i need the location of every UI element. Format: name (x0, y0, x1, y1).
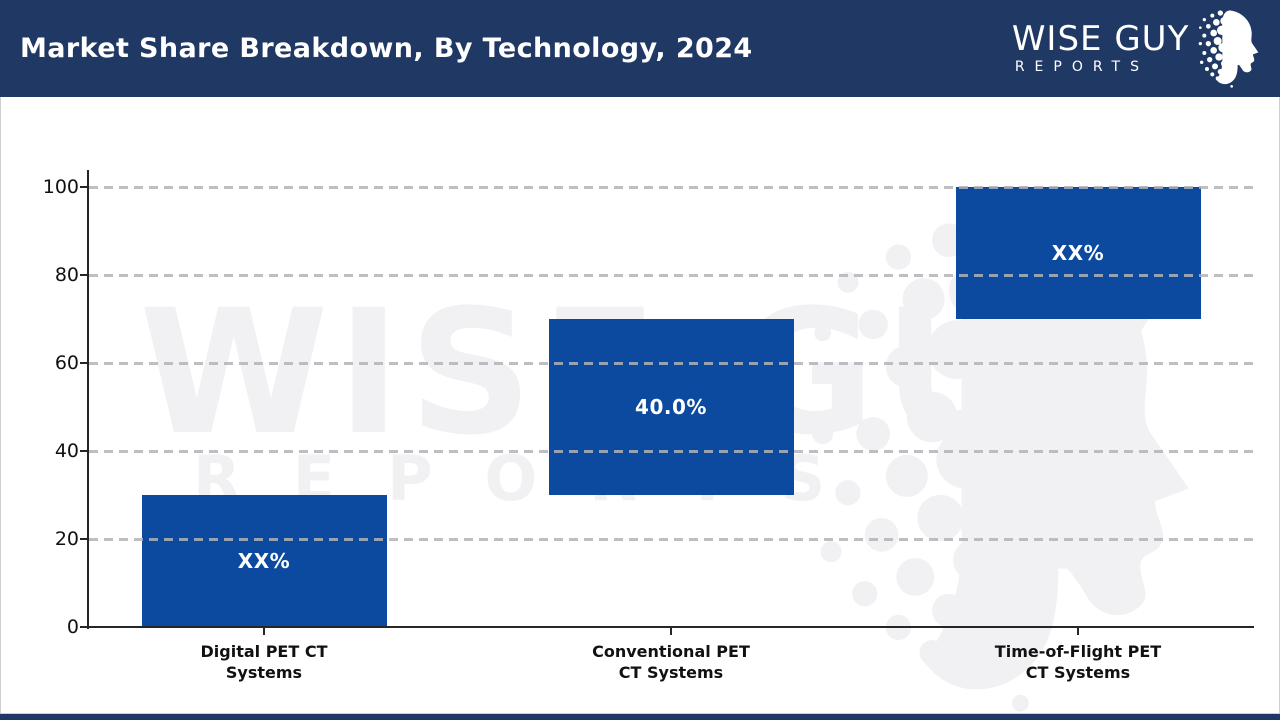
logo-wordmark-line2: REPORTS (1014, 59, 1149, 76)
gridline (89, 186, 1254, 189)
gridline (89, 538, 1254, 541)
y-axis-line (87, 170, 89, 629)
y-tick-label: 0 (66, 616, 79, 638)
bar-value-label: XX% (237, 549, 291, 573)
plot: XX% 40.0% XX% 0 20 40 60 80 100 Digital PET CT Sys… (1, 97, 1279, 713)
gridline (89, 362, 1254, 365)
category-label-line: Systems (225, 663, 303, 682)
y-tick-mark (80, 538, 88, 540)
y-tick-mark (80, 450, 88, 452)
y-tick-label: 60 (54, 352, 79, 374)
category-label-line: Digital PET CT (200, 642, 328, 661)
chart-title: Market Share Breakdown, By Technology, 2… (20, 33, 753, 64)
bar: 40.0% (548, 319, 794, 495)
category-label-line: Time-of-Flight PET (994, 642, 1162, 661)
header-bar: Market Share Breakdown, By Technology, 2… (0, 0, 1280, 97)
bar: XX% (955, 187, 1201, 319)
category-label-line: CT Systems (618, 663, 724, 682)
chart-area: WISE GUY REPORTS XX% 40.0% XX% 0 20 40 60 80 100… (0, 97, 1280, 714)
y-tick-mark (80, 186, 88, 188)
x-tick-mark (670, 628, 672, 635)
gridline (89, 274, 1254, 277)
y-tick-mark (80, 362, 88, 364)
category-label: Time-of-Flight PET CT Systems (928, 641, 1228, 683)
y-tick-label: 40 (54, 440, 79, 462)
wise-guy-reports-logo: WISE GUY REPORTS (1012, 9, 1266, 89)
bar-value-label: 40.0% (635, 395, 707, 419)
x-axis-line (87, 626, 1254, 628)
gridline (89, 450, 1254, 453)
y-tick-label: 80 (54, 264, 79, 286)
footer-bar (0, 714, 1280, 720)
bar-value-label: XX% (1051, 241, 1105, 265)
x-tick-mark (1077, 628, 1079, 635)
x-tick-mark (263, 628, 265, 635)
y-tick-mark (80, 626, 88, 628)
category-label-line: CT Systems (1025, 663, 1131, 682)
y-tick-label: 100 (42, 176, 79, 198)
category-label: Conventional PET CT Systems (521, 641, 821, 683)
bar: XX% (141, 495, 387, 627)
category-label-line: Conventional PET (592, 642, 750, 661)
category-label: Digital PET CT Systems (114, 641, 414, 683)
y-tick-label: 20 (54, 528, 79, 550)
y-tick-mark (80, 274, 88, 276)
logo-wordmark: WISE GUY REPORTS (1011, 18, 1190, 76)
logo-head-icon (1199, 9, 1259, 88)
logo-wordmark-line1: WISE GUY (1011, 18, 1190, 59)
